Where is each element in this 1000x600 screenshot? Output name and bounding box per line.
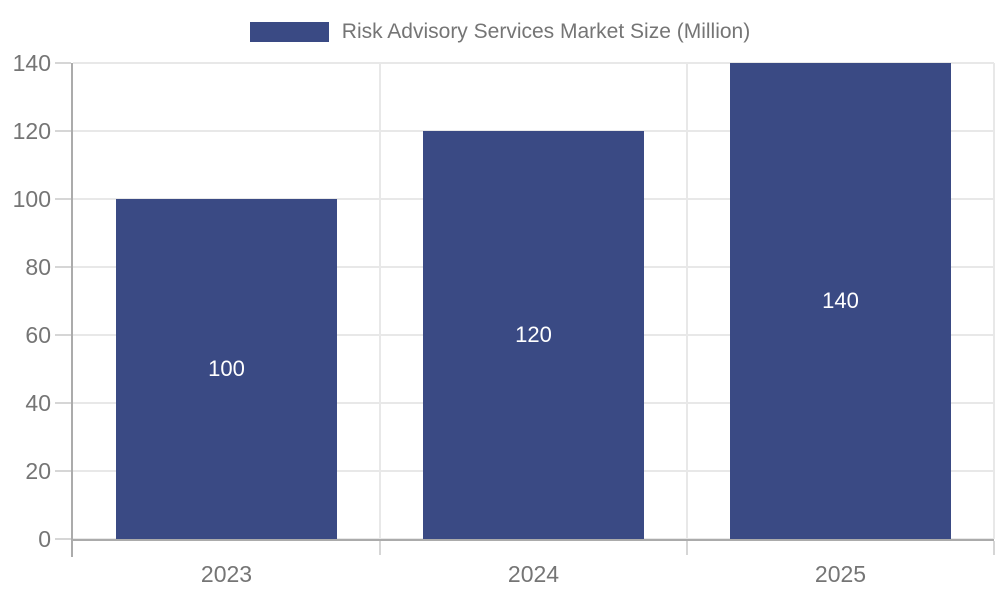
y-axis-tick-label: 80 bbox=[25, 254, 51, 280]
bar-value-label: 100 bbox=[208, 356, 245, 381]
y-axis-tick bbox=[55, 538, 71, 540]
y-axis-tick-label: 0 bbox=[38, 526, 51, 552]
gridline-vertical bbox=[686, 63, 688, 539]
y-axis-tick-label: 140 bbox=[12, 50, 51, 76]
y-axis-tick-label: 60 bbox=[25, 322, 51, 348]
y-axis-tick bbox=[55, 470, 71, 472]
legend: Risk Advisory Services Market Size (Mill… bbox=[0, 20, 1000, 44]
y-axis-tick bbox=[55, 402, 71, 404]
y-axis-tick bbox=[55, 266, 71, 268]
bar-value-label: 140 bbox=[822, 288, 859, 313]
x-axis-category-label: 2023 bbox=[200, 561, 253, 587]
y-axis-tick-label: 120 bbox=[12, 118, 51, 144]
bar-value-label: 120 bbox=[515, 322, 552, 347]
gridline-horizontal bbox=[73, 62, 994, 64]
x-axis-tick bbox=[379, 541, 381, 555]
x-axis-category-label: 2024 bbox=[507, 561, 560, 587]
x-axis-line bbox=[73, 539, 994, 541]
y-axis-line bbox=[71, 63, 73, 557]
plot-area: 0 20 40 60 80 100 120 140 100 120 140 2023 2024 2025 bbox=[13, 50, 995, 587]
y-axis-tick bbox=[55, 198, 71, 200]
gridline-vertical bbox=[379, 63, 381, 539]
x-axis-tick bbox=[686, 541, 688, 555]
gridline-vertical bbox=[993, 63, 995, 539]
bar-2023[interactable] bbox=[116, 199, 337, 539]
bar-2024[interactable] bbox=[423, 131, 644, 539]
y-axis-tick-label: 20 bbox=[25, 458, 51, 484]
legend-swatch[interactable] bbox=[249, 22, 329, 42]
x-axis-tick bbox=[993, 541, 995, 555]
y-axis-tick-label: 100 bbox=[12, 186, 51, 212]
bar-2025[interactable] bbox=[730, 63, 951, 539]
y-axis-tick bbox=[55, 334, 71, 336]
y-axis-tick bbox=[55, 62, 71, 64]
y-axis-tick-label: 40 bbox=[25, 390, 51, 416]
x-axis-category-label: 2025 bbox=[814, 561, 867, 587]
legend-label[interactable]: Risk Advisory Services Market Size (Mill… bbox=[341, 20, 751, 43]
y-axis-tick bbox=[55, 130, 71, 132]
